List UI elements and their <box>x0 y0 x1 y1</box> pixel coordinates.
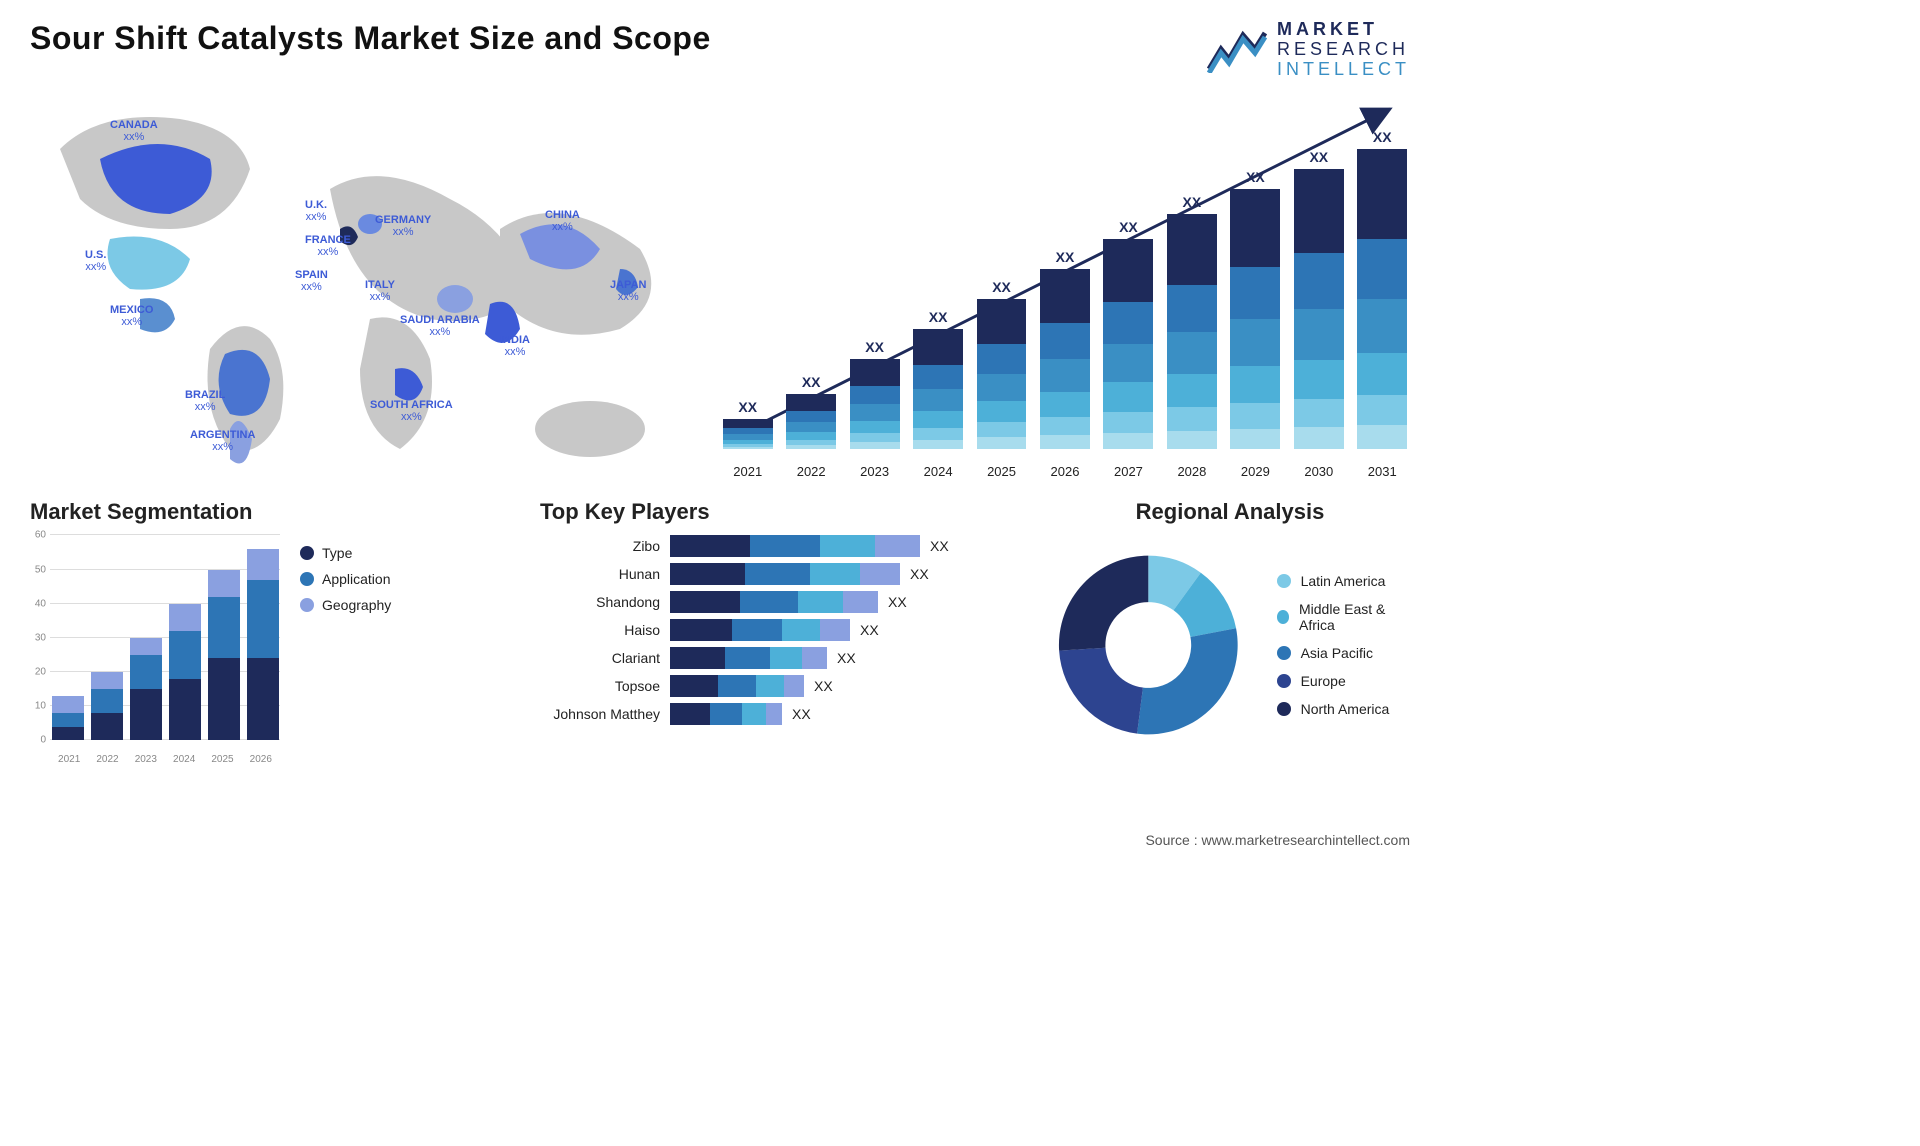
map-label: U.S.xx% <box>85 249 106 273</box>
growth-bar: XX <box>783 374 838 449</box>
growth-bar: XX <box>910 309 965 449</box>
segmentation-bar <box>247 549 279 740</box>
player-row: ShandongXX <box>540 591 1020 613</box>
growth-year-label: 2026 <box>1037 464 1092 479</box>
regional-legend: Latin America Middle East & Africa Asia Pa… <box>1277 561 1410 729</box>
segmentation-bar <box>52 696 84 740</box>
growth-bar: XX <box>974 279 1029 449</box>
segmentation-bar <box>91 672 123 740</box>
player-row: Johnson MattheyXX <box>540 703 1020 725</box>
segmentation-legend: Type Application Geography <box>300 535 391 623</box>
legend-item: Geography <box>300 597 391 613</box>
map-label: CANADAxx% <box>110 119 158 143</box>
growth-bar-chart: XXXXXXXXXXXXXXXXXXXXXX 20212022202320242… <box>720 89 1410 479</box>
players-chart: ZiboXX HunanXX ShandongXX HaisoXX ClariantXX… <box>540 535 1020 725</box>
growth-bar: XX <box>847 339 902 449</box>
growth-bar: XX <box>1228 169 1283 449</box>
legend-item: Type <box>300 545 391 561</box>
growth-year-label: 2021 <box>720 464 775 479</box>
legend-item: Application <box>300 571 391 587</box>
world-map-panel: CANADAxx% U.S.xx% MEXICOxx% BRAZILxx% ARGENT… <box>30 89 690 479</box>
growth-year-label: 2028 <box>1164 464 1219 479</box>
growth-bar: XX <box>1291 149 1346 449</box>
logo-line3: INTELLECT <box>1277 60 1410 80</box>
growth-year-label: 2022 <box>783 464 838 479</box>
map-label: BRAZILxx% <box>185 389 225 413</box>
source-line: Source : www.marketresearchintellect.com <box>1145 832 1410 848</box>
growth-year-label: 2023 <box>847 464 902 479</box>
regional-donut-chart <box>1050 535 1247 755</box>
growth-year-label: 2025 <box>974 464 1029 479</box>
growth-year-label: 2030 <box>1291 464 1346 479</box>
map-label: ITALYxx% <box>365 279 395 303</box>
donut-slice <box>1059 648 1143 734</box>
segmentation-bar <box>130 638 162 740</box>
growth-year-label: 2029 <box>1228 464 1283 479</box>
map-label: GERMANYxx% <box>375 214 431 238</box>
growth-year-label: 2031 <box>1355 464 1410 479</box>
logo-line1: MARKET <box>1277 20 1410 40</box>
segmentation-title: Market Segmentation <box>30 499 510 525</box>
segmentation-panel: Market Segmentation 0102030405060 202120… <box>30 499 510 765</box>
map-label: U.K.xx% <box>305 199 327 223</box>
growth-bar: XX <box>1101 219 1156 449</box>
players-title: Top Key Players <box>540 499 1020 525</box>
map-label: SAUDI ARABIAxx% <box>400 314 480 338</box>
player-row: ClariantXX <box>540 647 1020 669</box>
growth-bar: XX <box>1164 194 1219 449</box>
logo-line2: RESEARCH <box>1277 40 1410 60</box>
growth-year-label: 2027 <box>1101 464 1156 479</box>
brand-logo: MARKET RESEARCH INTELLECT <box>1207 20 1410 79</box>
world-map-icon <box>30 89 690 479</box>
legend-item: Europe <box>1277 673 1410 689</box>
segmentation-chart: 0102030405060 202120222023202420252026 <box>30 535 280 765</box>
map-label: SOUTH AFRICAxx% <box>370 399 453 423</box>
map-label: ARGENTINAxx% <box>190 429 255 453</box>
legend-item: Middle East & Africa <box>1277 601 1410 633</box>
segmentation-bar <box>169 604 201 741</box>
player-row: HunanXX <box>540 563 1020 585</box>
player-row: HaisoXX <box>540 619 1020 641</box>
map-label: MEXICOxx% <box>110 304 153 328</box>
player-row: TopsoeXX <box>540 675 1020 697</box>
growth-bar: XX <box>1355 129 1410 449</box>
legend-item: Latin America <box>1277 573 1410 589</box>
regional-panel: Regional Analysis Latin America Middle Ea… <box>1050 499 1410 765</box>
map-label: INDIAxx% <box>500 334 530 358</box>
map-label: CHINAxx% <box>545 209 580 233</box>
map-label: FRANCExx% <box>305 234 351 258</box>
donut-slice <box>1059 556 1148 651</box>
donut-slice <box>1137 629 1238 735</box>
logo-icon <box>1207 27 1267 73</box>
page-title: Sour Shift Catalysts Market Size and Sco… <box>30 20 711 57</box>
legend-item: Asia Pacific <box>1277 645 1410 661</box>
growth-bar: XX <box>1037 249 1092 449</box>
growth-year-label: 2024 <box>910 464 965 479</box>
map-label: JAPANxx% <box>610 279 646 303</box>
growth-bar: XX <box>720 399 775 449</box>
player-row: ZiboXX <box>540 535 1020 557</box>
legend-item: North America <box>1277 701 1410 717</box>
regional-title: Regional Analysis <box>1050 499 1410 525</box>
players-panel: Top Key Players ZiboXX HunanXX ShandongXX H… <box>540 499 1020 765</box>
segmentation-bar <box>208 570 240 741</box>
map-label: SPAINxx% <box>295 269 328 293</box>
